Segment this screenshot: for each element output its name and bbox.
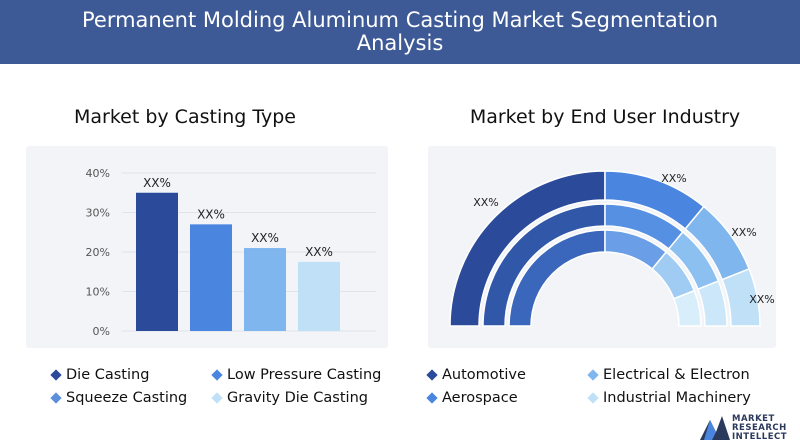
logo-text: MARKET RESEARCH INTELLECT (732, 414, 788, 442)
diamond-icon (50, 369, 62, 381)
legend-item-low-pressure: Low Pressure Casting (211, 367, 382, 383)
diamond-icon (587, 369, 599, 381)
donut-data-label: XX% (731, 226, 757, 239)
logo-mark-icon (700, 416, 730, 440)
diamond-icon (426, 392, 438, 404)
y-tick-label: 10% (86, 286, 110, 299)
page-title: Permanent Molding Aluminum Casting Marke… (81, 8, 719, 55)
legend-label: Die Casting (66, 367, 150, 383)
casting-type-title: Market by Casting Type (73, 106, 297, 128)
legend-label: Squeeze Casting (66, 390, 188, 406)
y-tick-label: 30% (86, 207, 110, 220)
diamond-icon (587, 392, 599, 404)
donut-data-label: XX% (661, 172, 687, 185)
brand-logo: MARKET RESEARCH INTELLECT (698, 412, 794, 444)
donut-slice-industrial-machinery (697, 280, 728, 327)
header-banner: Permanent Molding Aluminum Casting Marke… (0, 0, 800, 64)
legend-item-gravity: Gravity Die Casting (211, 390, 368, 406)
legend-item-industrial: Industrial Machinery (587, 390, 751, 406)
bar-data-label: XX% (251, 231, 279, 245)
donut-data-label: XX% (749, 293, 775, 306)
legend-item-automotive: Automotive (426, 367, 526, 383)
legend-label: Industrial Machinery (603, 390, 751, 406)
legend-label: Automotive (442, 367, 526, 383)
y-tick-label: 40% (86, 167, 110, 180)
legend-item-squeeze: Squeeze Casting (50, 390, 188, 406)
bar-squeeze-casting (244, 248, 286, 331)
bar-chart-card: 0% 10% 20% 30% 40% XX% XX% XX% XX% (26, 146, 388, 348)
donut-chart-card: XX% XX% XX% XX% (428, 146, 776, 348)
bar-data-label: XX% (197, 207, 225, 221)
bar-data-label: XX% (305, 245, 333, 259)
y-tick-label: 20% (86, 246, 110, 259)
donut-data-label: XX% (473, 196, 499, 209)
end-user-title: Market by End User Industry (469, 106, 741, 128)
diamond-icon (426, 369, 438, 381)
legend-item-electrical: Electrical & Electron (587, 367, 750, 383)
y-tick-label: 0% (93, 325, 110, 338)
donut-slice-industrial-machinery (672, 289, 702, 327)
diamond-icon (50, 392, 62, 404)
bar-chart: 0% 10% 20% 30% 40% XX% XX% XX% XX% (86, 167, 376, 338)
diamond-icon (211, 369, 223, 381)
legend-label: Gravity Die Casting (227, 390, 368, 406)
diamond-icon (211, 392, 223, 404)
legend-label: Aerospace (442, 390, 518, 406)
bar-gravity-die-casting (298, 261, 340, 331)
half-donut-chart: XX% XX% XX% XX% (449, 170, 775, 327)
bar-low-pressure-casting (190, 224, 232, 331)
legend-item-aerospace: Aerospace (426, 390, 518, 406)
donut-slice-industrial-machinery (721, 267, 761, 327)
legend-item-die-casting: Die Casting (50, 367, 150, 383)
bar-die-casting (136, 192, 178, 331)
legend-label: Electrical & Electron (603, 367, 750, 383)
legend-label: Low Pressure Casting (227, 367, 382, 383)
bar-data-label: XX% (143, 176, 171, 190)
